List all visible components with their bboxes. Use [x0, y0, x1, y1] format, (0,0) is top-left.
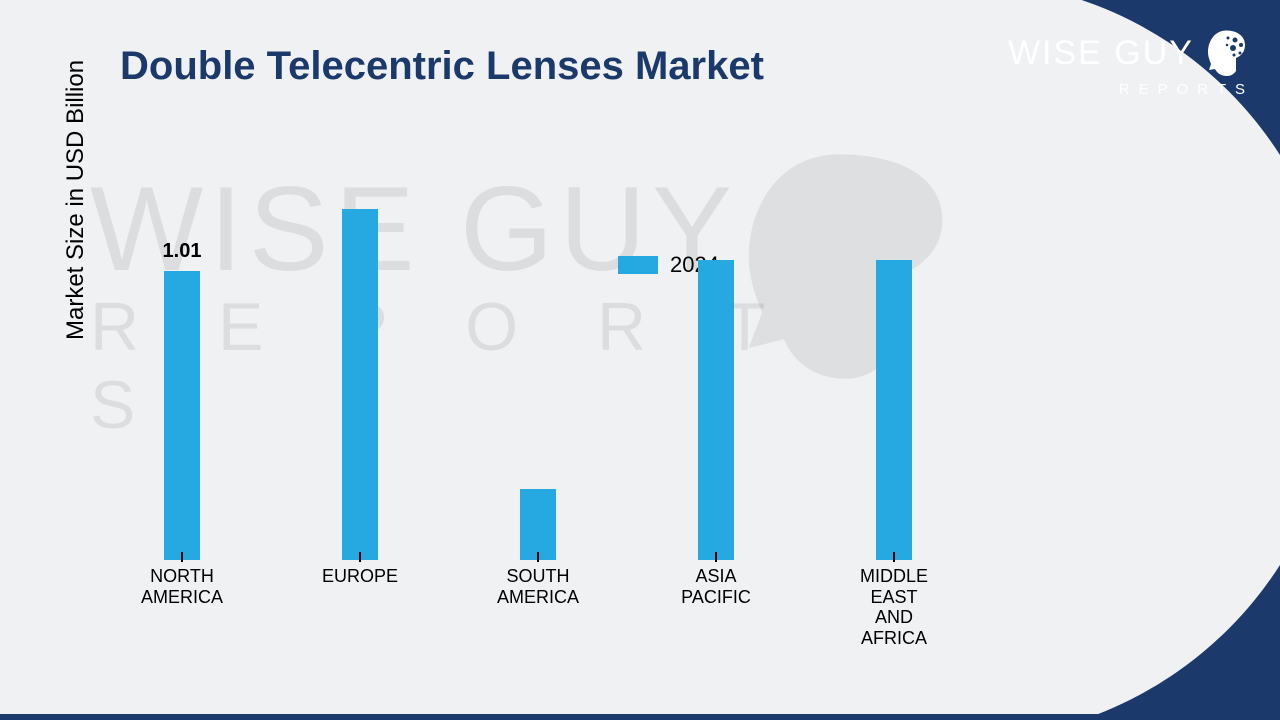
bar-chart: NORTHAMERICA1.01EUROPESOUTHAMERICAASIAPA…: [110, 160, 980, 560]
bar: [876, 260, 912, 560]
bar: [520, 489, 556, 560]
x-axis-label: EUROPE: [290, 566, 430, 587]
brand-head-icon: [1204, 28, 1254, 78]
brand-line1: WISE GUY: [1008, 36, 1194, 70]
bottom-accent-bar: [0, 714, 1280, 720]
brand-logo: WISE GUY REPORTS: [1008, 28, 1254, 97]
brand-line2: REPORTS: [1008, 82, 1254, 97]
infographic-stage: WISE GUY REPORTS Double Telecentric Lens…: [0, 0, 1280, 720]
bar-value-label: 1.01: [142, 240, 222, 263]
y-axis-label: Market Size in USD Billion: [62, 60, 90, 340]
x-axis-label: SOUTHAMERICA: [468, 566, 608, 607]
x-axis-label: NORTHAMERICA: [112, 566, 252, 607]
x-tick: [893, 552, 895, 562]
chart-title: Double Telecentric Lenses Market: [120, 44, 764, 89]
x-tick: [715, 552, 717, 562]
plot-area: NORTHAMERICA1.01EUROPESOUTHAMERICAASIAPA…: [110, 160, 980, 560]
x-tick: [537, 552, 539, 562]
bar: [342, 209, 378, 560]
bar: [698, 260, 734, 560]
x-axis-label: MIDDLEEASTANDAFRICA: [824, 566, 964, 649]
bar: [164, 271, 200, 560]
x-axis-label: ASIAPACIFIC: [646, 566, 786, 607]
x-tick: [181, 552, 183, 562]
x-tick: [359, 552, 361, 562]
